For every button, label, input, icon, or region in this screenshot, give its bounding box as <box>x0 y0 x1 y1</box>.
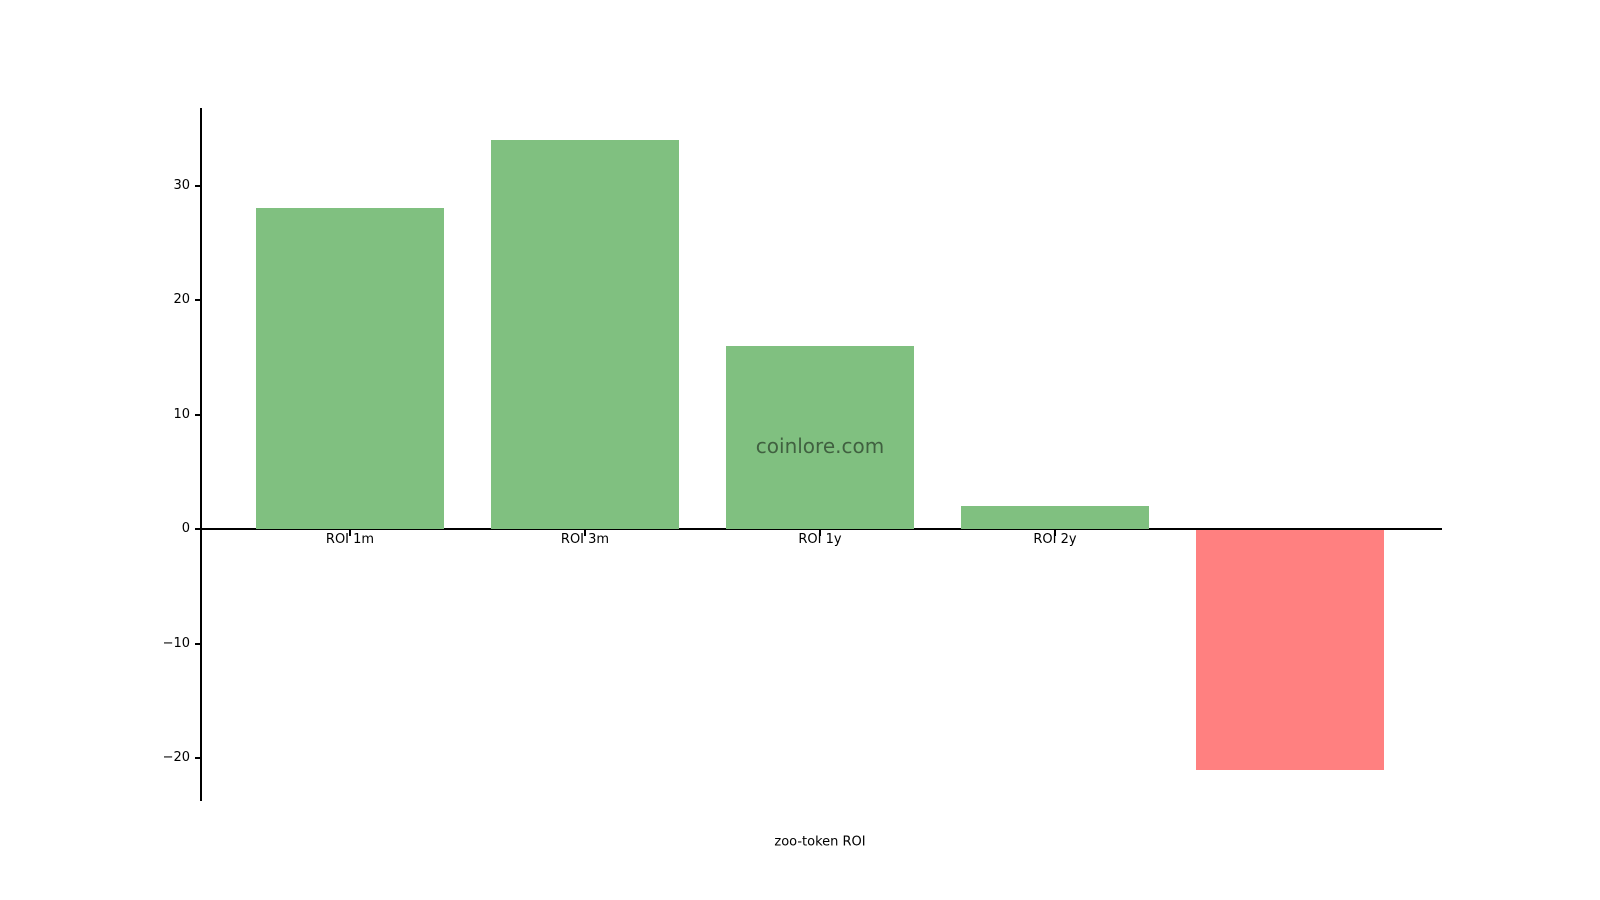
y-tick-label: −10 <box>162 635 190 651</box>
y-tick <box>195 413 201 416</box>
bar-roi-2y <box>961 506 1149 529</box>
bar-roi-1y <box>726 345 914 529</box>
x-axis-title: zoo-token ROI <box>774 834 866 850</box>
y-tick <box>195 642 201 645</box>
y-tick <box>195 528 201 530</box>
x-tick <box>349 530 351 536</box>
x-tick <box>819 530 821 536</box>
x-axis-line <box>200 528 1442 530</box>
bar-negative-roi <box>1196 530 1384 771</box>
y-tick-label: 30 <box>173 177 190 193</box>
x-tick-label: ROI 2y <box>1033 532 1077 547</box>
y-tick <box>195 184 201 187</box>
x-tick-label: ROI 1m <box>325 532 375 547</box>
x-tick <box>584 530 586 536</box>
y-tick-label: 20 <box>173 292 190 307</box>
bar-roi-1m <box>256 208 444 529</box>
watermark: coinlore.com <box>755 434 885 458</box>
y-tick-label: −20 <box>162 750 190 765</box>
y-tick <box>195 757 201 759</box>
y-tick <box>195 299 201 301</box>
x-tick <box>1054 530 1056 536</box>
y-tick-label: 10 <box>173 406 190 422</box>
bar-roi-3m <box>491 139 679 529</box>
y-tick-label: 0 <box>181 521 190 536</box>
x-tick-label: ROI 3m <box>560 532 610 547</box>
y-axis-spine <box>200 108 202 801</box>
x-tick-label: ROI 1y <box>798 532 842 547</box>
